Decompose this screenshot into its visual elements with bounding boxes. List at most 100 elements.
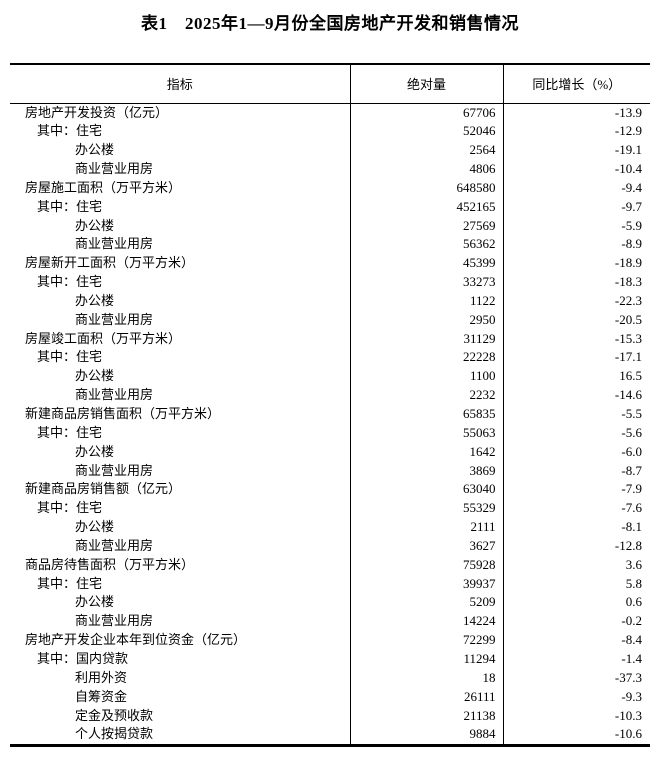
- indicator-cell: 其中：住宅: [10, 122, 351, 142]
- absolute-amount-cell: 67706: [350, 103, 504, 123]
- yoy-growth-cell: 5.8: [625, 575, 642, 591]
- indicator-cell: 商业营业用房: [10, 235, 351, 255]
- absolute-amount-cell: 52046: [350, 122, 504, 142]
- table-row: 个人按揭贷款 9884 -10.6: [10, 725, 650, 746]
- absolute-amount-cell: 2950: [350, 310, 504, 330]
- absolute-amount-cell: 56362: [350, 235, 504, 255]
- table-row: 其中：住宅 33273 -18.3: [10, 273, 650, 292]
- indicator-cell: 其中：住宅: [10, 574, 351, 594]
- table-row: 房屋新开工面积（万平方米） 45399 -18.9: [10, 254, 650, 274]
- indicator-cell: 新建商品房销售额（亿元）: [10, 480, 351, 500]
- table-row: 其中：住宅 39937 5.8: [10, 574, 650, 594]
- table-row: 其中：住宅 55063 -5.6: [10, 423, 650, 443]
- table-row: 利用外资 18 -37.3: [10, 668, 650, 688]
- absolute-amount-cell: 55063: [350, 423, 504, 443]
- table-row: 商业营业用房 14224 -0.2: [10, 612, 650, 632]
- indicator-cell: 商业营业用房: [10, 160, 351, 179]
- yoy-growth-cell: -12.8: [614, 537, 642, 553]
- indicator-cell: 商品房待售面积（万平方米）: [10, 555, 351, 575]
- yoy-growth-cell: -22.3: [614, 292, 642, 308]
- yoy-growth-cell: -18.3: [614, 274, 642, 290]
- table-row: 定金及预收款 21138 -10.3: [10, 706, 650, 726]
- table-header-row: 指标 绝对量 同比增长（%）: [10, 64, 650, 104]
- real-estate-stats-table: 指标 绝对量 同比增长（%） 房地产开发投资（亿元） 67706 -13.9 其…: [10, 63, 650, 748]
- absolute-amount-cell: 3627: [350, 536, 504, 556]
- indicator-cell: 房屋施工面积（万平方米）: [10, 178, 351, 198]
- col-header-yoy-growth: 同比增长（%）: [503, 64, 650, 104]
- absolute-amount-cell: 63040: [350, 480, 504, 500]
- indicator-cell: 商业营业用房: [10, 536, 351, 556]
- table-row: 办公楼 5209 0.6: [10, 593, 650, 613]
- indicator-cell: 个人按揭贷款: [10, 725, 351, 746]
- absolute-amount-cell: 1122: [350, 291, 504, 311]
- indicator-cell: 房地产开发投资（亿元）: [10, 103, 351, 123]
- table-row: 办公楼 2564 -19.1: [10, 141, 650, 161]
- indicator-cell: 其中：住宅: [10, 423, 351, 443]
- absolute-amount-cell: 39937: [350, 574, 504, 594]
- absolute-amount-cell: 65835: [350, 405, 504, 424]
- absolute-amount-cell: 26111: [350, 687, 504, 707]
- indicator-cell: 利用外资: [10, 668, 351, 688]
- table-row: 其中：住宅 52046 -12.9: [10, 122, 650, 142]
- absolute-amount-cell: 2111: [350, 518, 504, 537]
- absolute-amount-cell: 21138: [350, 706, 504, 726]
- yoy-growth-cell: -9.3: [621, 688, 642, 704]
- indicator-cell: 房地产开发企业本年到位资金（亿元）: [10, 631, 351, 650]
- yoy-growth-cell: -8.9: [621, 236, 642, 252]
- absolute-amount-cell: 14224: [350, 612, 504, 632]
- indicator-cell: 自筹资金: [10, 687, 351, 707]
- indicator-cell: 商业营业用房: [10, 612, 351, 632]
- yoy-growth-cell: -5.9: [621, 217, 642, 233]
- table-row: 其中：住宅 452165 -9.7: [10, 197, 650, 217]
- yoy-growth-cell: -9.4: [621, 179, 642, 195]
- col-header-indicator: 指标: [10, 64, 351, 104]
- yoy-growth-cell: -1.4: [621, 650, 642, 666]
- indicator-cell: 其中：国内贷款: [10, 649, 351, 669]
- absolute-amount-cell: 22228: [350, 348, 504, 368]
- absolute-amount-cell: 648580: [350, 178, 504, 198]
- indicator-cell: 办公楼: [10, 593, 351, 613]
- yoy-growth-cell: -7.9: [621, 481, 642, 497]
- table-row: 房屋施工面积（万平方米） 648580 -9.4: [10, 178, 650, 198]
- indicator-cell: 其中：住宅: [10, 197, 351, 217]
- table-row: 办公楼 2111 -8.1: [10, 518, 650, 537]
- table-body: 房地产开发投资（亿元） 67706 -13.9 其中：住宅 52046 -12.…: [10, 103, 650, 746]
- table-row: 房屋竣工面积（万平方米） 31129 -15.3: [10, 329, 650, 349]
- table-row: 商业营业用房 56362 -8.9: [10, 235, 650, 255]
- indicator-cell: 其中：住宅: [10, 348, 351, 368]
- absolute-amount-cell: 18: [350, 668, 504, 688]
- yoy-growth-cell: -14.6: [614, 387, 642, 403]
- table-row: 办公楼 27569 -5.9: [10, 216, 650, 236]
- yoy-growth-cell: 3.6: [625, 556, 642, 572]
- yoy-growth-cell: -19.1: [614, 142, 642, 158]
- table-row: 办公楼 1122 -22.3: [10, 291, 650, 311]
- col-header-absolute-amount: 绝对量: [350, 64, 504, 104]
- indicator-cell: 房屋新开工面积（万平方米）: [10, 254, 351, 274]
- yoy-growth-cell: -17.1: [614, 349, 642, 365]
- table-row: 房地产开发投资（亿元） 67706 -13.9: [10, 103, 650, 123]
- indicator-cell: 商业营业用房: [10, 310, 351, 330]
- table-row: 商品房待售面积（万平方米） 75928 3.6: [10, 555, 650, 575]
- yoy-growth-cell: -6.0: [621, 443, 642, 459]
- yoy-growth-cell: -15.3: [614, 330, 642, 346]
- absolute-amount-cell: 2564: [350, 141, 504, 161]
- indicator-cell: 其中：住宅: [10, 499, 351, 519]
- table-row: 房地产开发企业本年到位资金（亿元） 72299 -8.4: [10, 631, 650, 650]
- indicator-cell: 商业营业用房: [10, 461, 351, 481]
- indicator-cell: 办公楼: [10, 216, 351, 236]
- yoy-growth-cell: -8.4: [621, 632, 642, 648]
- absolute-amount-cell: 3869: [350, 461, 504, 481]
- indicator-cell: 定金及预收款: [10, 706, 351, 726]
- absolute-amount-cell: 33273: [350, 273, 504, 292]
- absolute-amount-cell: 75928: [350, 555, 504, 575]
- table-row: 商业营业用房 2232 -14.6: [10, 386, 650, 405]
- absolute-amount-cell: 9884: [350, 725, 504, 746]
- indicator-cell: 办公楼: [10, 442, 351, 462]
- table-row: 新建商品房销售面积（万平方米） 65835 -5.5: [10, 405, 650, 424]
- yoy-growth-cell: -8.7: [621, 462, 642, 478]
- table-row: 商业营业用房 3627 -12.8: [10, 536, 650, 556]
- table-row: 其中：国内贷款 11294 -1.4: [10, 649, 650, 669]
- table-row: 其中：住宅 55329 -7.6: [10, 499, 650, 519]
- absolute-amount-cell: 4806: [350, 160, 504, 179]
